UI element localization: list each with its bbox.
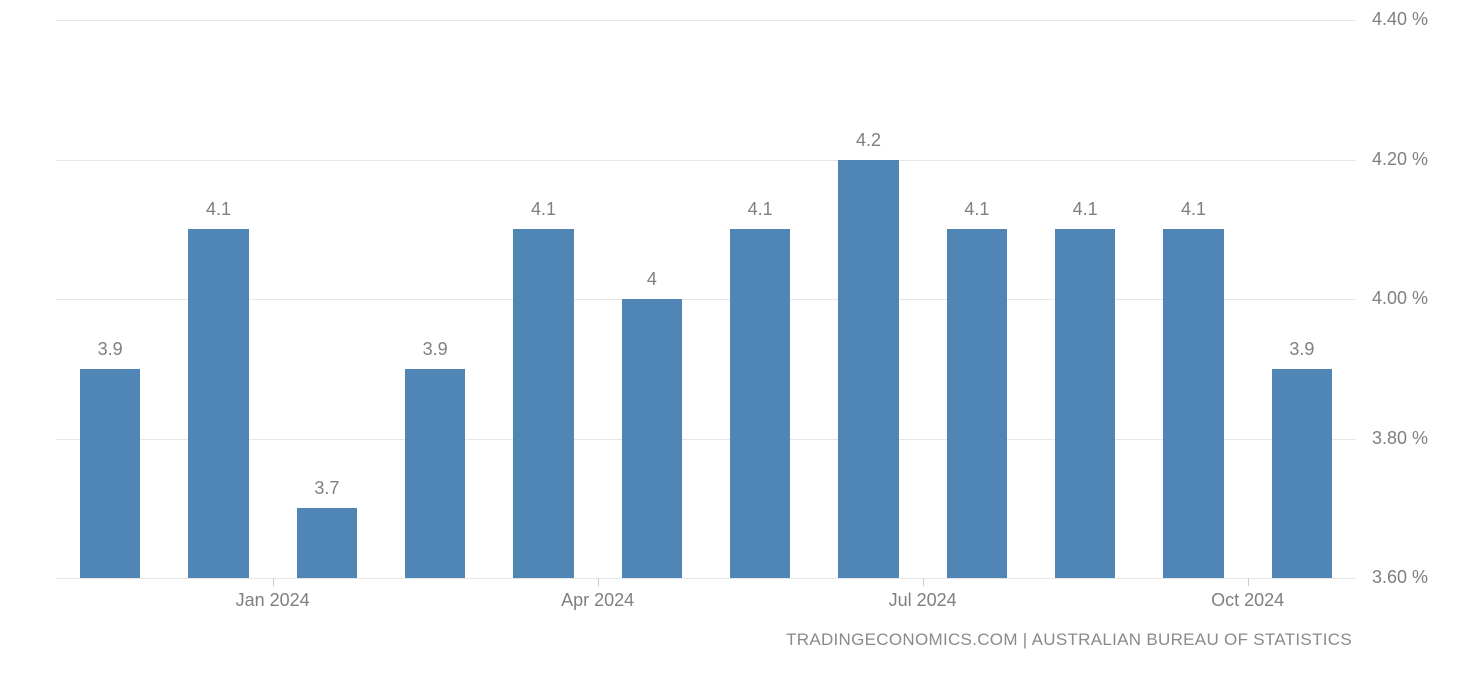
bar <box>297 508 358 578</box>
bar <box>1055 229 1116 578</box>
bar <box>405 369 466 578</box>
x-axis-tick <box>1248 578 1249 586</box>
bar <box>1163 229 1224 578</box>
y-axis-tick-label: 4.20 % <box>1372 149 1428 170</box>
bar <box>838 160 899 579</box>
y-axis-tick-label: 3.80 % <box>1372 428 1428 449</box>
source-attribution: TRADINGECONOMICS.COM | AUSTRALIAN BUREAU… <box>786 630 1352 650</box>
x-axis-tick-label: Oct 2024 <box>1211 590 1284 611</box>
bar <box>188 229 249 578</box>
x-axis-tick <box>273 578 274 586</box>
bar <box>622 299 683 578</box>
bar <box>1272 369 1333 578</box>
bar <box>80 369 141 578</box>
bar-value-label: 3.9 <box>1289 339 1314 360</box>
bar-value-label: 4.1 <box>1073 199 1098 220</box>
bar-value-label: 4.1 <box>1181 199 1206 220</box>
gridline <box>56 160 1356 161</box>
x-axis-tick-label: Jul 2024 <box>889 590 957 611</box>
y-axis-tick-label: 4.00 % <box>1372 288 1428 309</box>
x-axis-tick <box>923 578 924 586</box>
bar-value-label: 3.9 <box>98 339 123 360</box>
gridline <box>56 578 1356 579</box>
bar <box>513 229 574 578</box>
bar <box>730 229 791 578</box>
x-axis-tick-label: Jan 2024 <box>236 590 310 611</box>
x-axis-tick-label: Apr 2024 <box>561 590 634 611</box>
bar <box>947 229 1008 578</box>
bar-value-label: 4.1 <box>531 199 556 220</box>
y-axis-tick-label: 3.60 % <box>1372 567 1428 588</box>
plot-area: 3.60 %3.80 %4.00 %4.20 %4.40 %3.94.13.73… <box>56 20 1356 578</box>
y-axis-tick-label: 4.40 % <box>1372 9 1428 30</box>
bar-value-label: 4 <box>647 269 657 290</box>
gridline <box>56 299 1356 300</box>
gridline <box>56 20 1356 21</box>
chart-container: 3.60 % 3.80 % 4.00 % 4.20 % 4.40 % 3.9 4.1 3.7 3… <box>0 0 1460 680</box>
bar-value-label: 4.1 <box>748 199 773 220</box>
bar-value-label: 3.7 <box>314 478 339 499</box>
bar-value-label: 4.1 <box>964 199 989 220</box>
x-axis-tick <box>598 578 599 586</box>
bar-value-label: 4.2 <box>856 130 881 151</box>
gridline <box>56 439 1356 440</box>
bar-value-label: 4.1 <box>206 199 231 220</box>
bar-value-label: 3.9 <box>423 339 448 360</box>
